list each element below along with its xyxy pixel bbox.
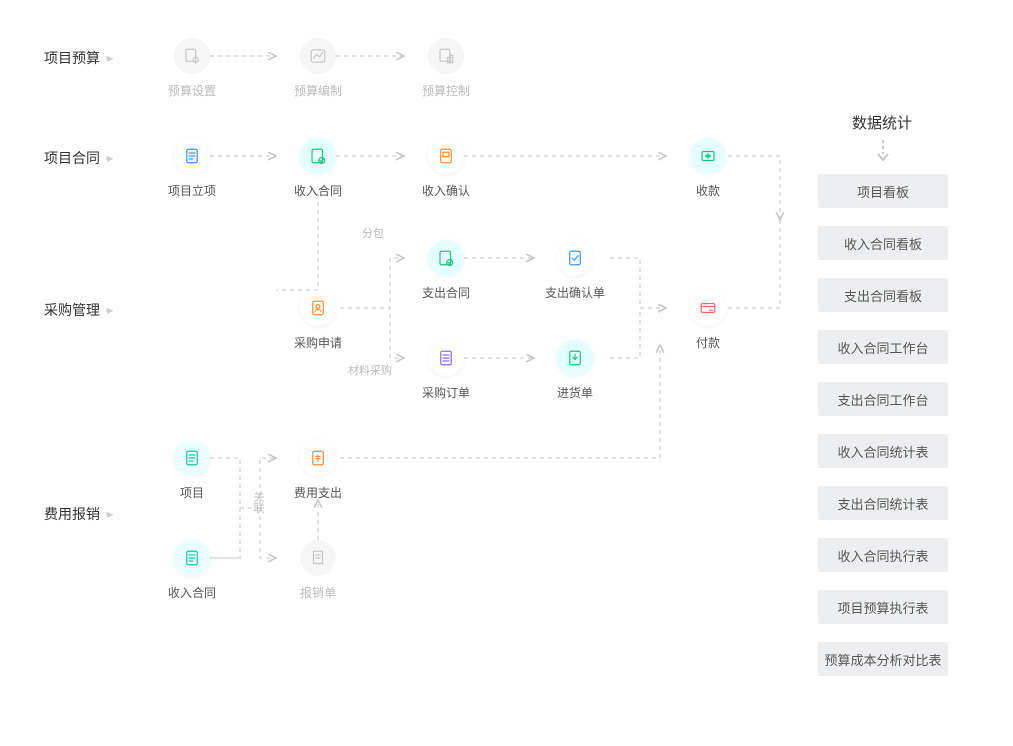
edge-label-subcontract: 分包	[362, 225, 384, 241]
doc-in-icon	[557, 340, 593, 376]
node-label: 预算设置	[162, 82, 222, 99]
stat-button-label: 收入合同看板	[844, 234, 922, 253]
node-label: 项目立项	[162, 182, 222, 199]
edge-label-related: 关联	[250, 491, 266, 513]
stat-button-label: 预算成本分析对比表	[824, 650, 941, 669]
stat-button-6[interactable]: 支出合同统计表	[818, 486, 948, 520]
node-label: 收入合同	[288, 182, 348, 199]
stat-button-4[interactable]: 支出合同工作台	[818, 382, 948, 416]
node-reimburse: 报销单	[288, 540, 348, 601]
node-label: 采购申请	[288, 334, 348, 351]
section-label-expense: 费用报销 ▪▸	[44, 504, 110, 524]
edge-label-material: 材料采购	[348, 362, 392, 378]
node-label: 收入合同	[162, 584, 222, 601]
node-label: 收款	[678, 182, 738, 199]
stat-button-label: 项目看板	[857, 182, 909, 201]
down-arrow-icon	[876, 140, 890, 165]
section-label-text: 项目合同	[44, 148, 100, 168]
node-label: 预算编制	[288, 82, 348, 99]
doc-icon	[174, 540, 210, 576]
hint-arrow-icon: ▪▸	[106, 507, 110, 521]
node-budget_control: 预算控制	[416, 38, 476, 99]
doc-icon	[174, 138, 210, 174]
stat-button-label: 收入合同工作台	[837, 338, 928, 357]
node-expense_confirm[interactable]: 支出确认单	[545, 240, 605, 301]
section-label-text: 费用报销	[44, 504, 100, 524]
doc-user-icon	[300, 290, 336, 326]
doc-box-icon	[428, 138, 464, 174]
node-label: 费用支出	[288, 484, 348, 501]
doc-icon	[174, 440, 210, 476]
hint-arrow-icon: ▪▸	[106, 51, 110, 65]
doc-stack-icon	[428, 340, 464, 376]
node-income_confirm[interactable]: 收入确认	[416, 138, 476, 199]
stat-button-2[interactable]: 支出合同看板	[818, 278, 948, 312]
stat-button-label: 项目预算执行表	[837, 598, 928, 617]
node-label: 项目	[162, 484, 222, 501]
section-label-budget: 项目预算 ▪▸	[44, 48, 110, 68]
node-label: 预算控制	[416, 82, 476, 99]
money-icon	[690, 138, 726, 174]
card-icon	[690, 290, 726, 326]
node-project_setup[interactable]: 项目立项	[162, 138, 222, 199]
section-label-contract: 项目合同 ▪▸	[44, 148, 110, 168]
diagram-canvas: 项目预算 ▪▸ 项目合同 ▪▸ 采购管理 ▪▸ 费用报销 ▪▸ 预算设置 预算编制 预算控制项目立项…	[0, 0, 1013, 746]
stat-button-label: 支出合同工作台	[837, 390, 928, 409]
doc-check-icon	[428, 240, 464, 276]
node-budget_compile: 预算编制	[288, 38, 348, 99]
stat-button-9[interactable]: 预算成本分析对比表	[818, 642, 948, 676]
node-purchase_req[interactable]: 采购申请	[288, 290, 348, 351]
stat-button-label: 支出合同看板	[844, 286, 922, 305]
stat-button-label: 支出合同统计表	[837, 494, 928, 513]
stat-button-1[interactable]: 收入合同看板	[818, 226, 948, 260]
node-goods_in[interactable]: 进货单	[545, 340, 605, 401]
receipt-icon	[300, 540, 336, 576]
node-label: 报销单	[288, 584, 348, 601]
node-receipt[interactable]: 收款	[678, 138, 738, 199]
node-label: 支出合同	[416, 284, 476, 301]
stat-button-label: 收入合同统计表	[837, 442, 928, 461]
node-budget_settings: 预算设置	[162, 38, 222, 99]
stats-title: 数据统计	[852, 112, 912, 133]
stat-button-0[interactable]: 项目看板	[818, 174, 948, 208]
section-label-text: 项目预算	[44, 48, 100, 68]
node-label: 进货单	[545, 384, 605, 401]
doc-bars-icon	[428, 38, 464, 74]
node-expense_contract[interactable]: 支出合同	[416, 240, 476, 301]
hint-arrow-icon: ▪▸	[106, 303, 110, 317]
node-label: 支出确认单	[545, 284, 605, 301]
node-purchase_order[interactable]: 采购订单	[416, 340, 476, 401]
doc-check-icon	[300, 138, 336, 174]
doc-tick-icon	[557, 240, 593, 276]
doc-money-icon	[300, 440, 336, 476]
node-label: 收入确认	[416, 182, 476, 199]
section-label-text: 采购管理	[44, 300, 100, 320]
node-income_contract[interactable]: 收入合同	[288, 138, 348, 199]
node-exp_project[interactable]: 项目	[162, 440, 222, 501]
section-label-procurement: 采购管理 ▪▸	[44, 300, 110, 320]
doc-gear-icon	[174, 38, 210, 74]
node-label: 付款	[678, 334, 738, 351]
stat-button-8[interactable]: 项目预算执行表	[818, 590, 948, 624]
stat-button-7[interactable]: 收入合同执行表	[818, 538, 948, 572]
node-label: 采购订单	[416, 384, 476, 401]
hint-arrow-icon: ▪▸	[106, 151, 110, 165]
node-exp_cost[interactable]: 费用支出	[288, 440, 348, 501]
node-exp_income_contract[interactable]: 收入合同	[162, 540, 222, 601]
stat-button-3[interactable]: 收入合同工作台	[818, 330, 948, 364]
stat-button-5[interactable]: 收入合同统计表	[818, 434, 948, 468]
stat-button-label: 收入合同执行表	[837, 546, 928, 565]
chart-icon	[300, 38, 336, 74]
node-payment[interactable]: 付款	[678, 290, 738, 351]
